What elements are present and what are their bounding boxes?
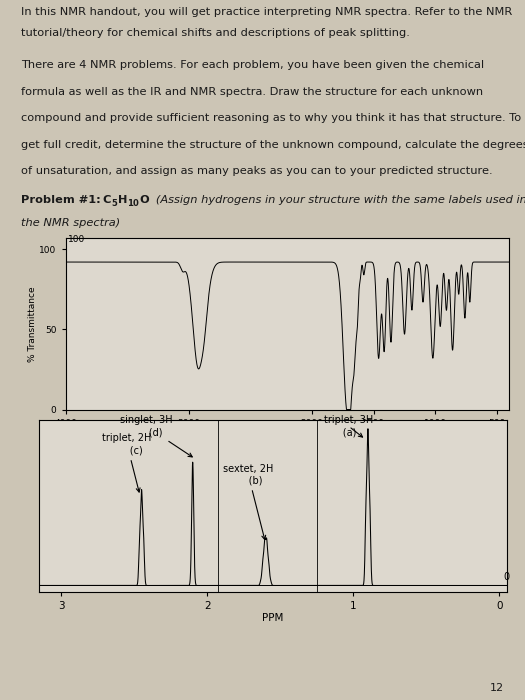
Text: In this NMR handout, you will get practice interpreting NMR spectra. Refer to th: In this NMR handout, you will get practi… — [21, 7, 512, 17]
Text: (Assign hydrogens in your structure with the same labels used in: (Assign hydrogens in your structure with… — [150, 195, 525, 205]
Text: Problem #1:: Problem #1: — [21, 195, 105, 205]
Text: sextet, 2H
     (b): sextet, 2H (b) — [223, 463, 274, 540]
Text: There are 4 NMR problems. For each problem, you have been given the chemical: There are 4 NMR problems. For each probl… — [21, 60, 484, 70]
Text: 0: 0 — [503, 573, 510, 582]
Text: H: H — [118, 195, 128, 205]
Text: 10: 10 — [127, 199, 139, 208]
Text: 5: 5 — [111, 199, 117, 208]
Text: 12: 12 — [490, 682, 504, 693]
X-axis label: PPM: PPM — [262, 613, 284, 623]
Text: singlet, 3H
      (d): singlet, 3H (d) — [120, 415, 192, 457]
Text: tutorial/theory for chemical shifts and descriptions of peak splitting.: tutorial/theory for chemical shifts and … — [21, 28, 410, 38]
Text: 100: 100 — [68, 235, 86, 244]
Text: O: O — [139, 195, 149, 205]
Y-axis label: % Transmittance: % Transmittance — [28, 286, 37, 362]
X-axis label: Wavenumber (cm⁻¹): Wavenumber (cm⁻¹) — [238, 430, 337, 440]
Text: C: C — [102, 195, 111, 205]
Text: triplet, 3H
      (a): triplet, 3H (a) — [324, 415, 373, 437]
Text: compound and provide sufficient reasoning as to why you think it has that struct: compound and provide sufficient reasonin… — [21, 113, 521, 123]
Text: triplet, 2H
      (c): triplet, 2H (c) — [102, 433, 152, 492]
Text: of unsaturation, and assign as many peaks as you can to your predicted structure: of unsaturation, and assign as many peak… — [21, 167, 492, 176]
Text: formula as well as the IR and NMR spectra. Draw the structure for each unknown: formula as well as the IR and NMR spectr… — [21, 87, 483, 97]
Text: get full credit, determine the structure of the unknown compound, calculate the : get full credit, determine the structure… — [21, 140, 525, 150]
Text: the NMR spectra): the NMR spectra) — [21, 218, 120, 228]
